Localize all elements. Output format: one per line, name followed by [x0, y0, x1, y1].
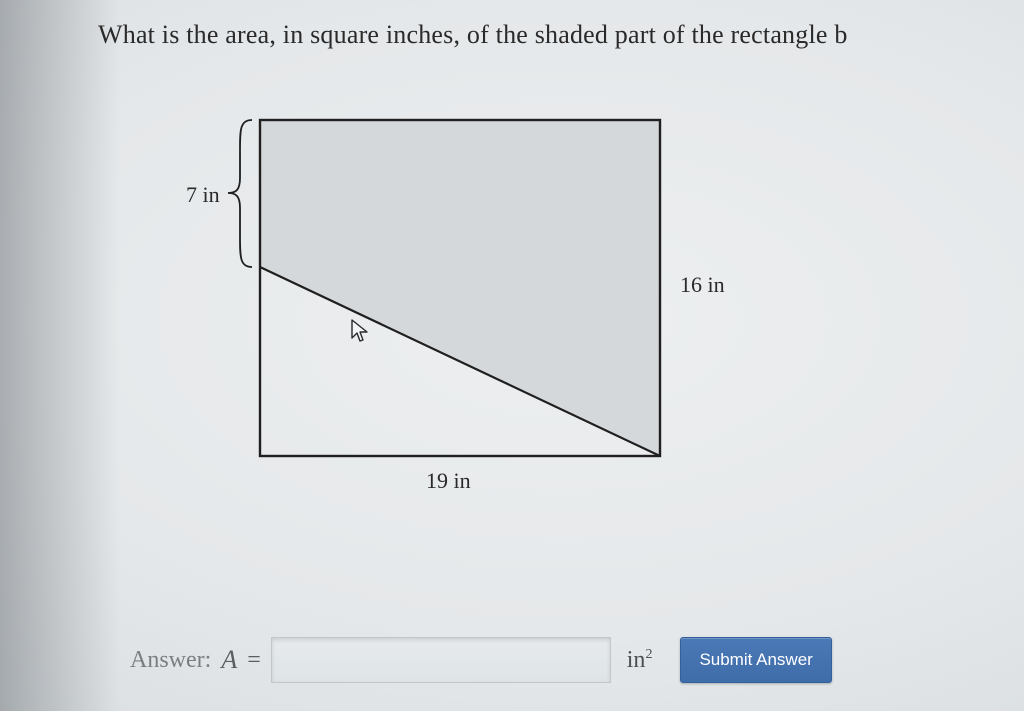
answer-label: Answer:	[130, 647, 211, 674]
label-19in: 19 in	[426, 468, 471, 494]
equals-sign: =	[247, 647, 261, 674]
answer-input[interactable]	[271, 637, 611, 683]
submit-answer-button[interactable]: Submit Answer	[680, 637, 831, 683]
figure-svg	[180, 100, 800, 520]
answer-variable: A	[221, 645, 237, 675]
shaded-region	[260, 120, 660, 456]
question-text: What is the area, in square inches, of t…	[98, 20, 1024, 50]
page-vignette	[0, 0, 120, 711]
label-7in: 7 in	[186, 182, 220, 208]
answer-row: Answer: A = in2 Submit Answer	[130, 637, 832, 683]
unit-exponent: 2	[645, 647, 652, 662]
brace-7in	[228, 120, 252, 267]
label-16in: 16 in	[680, 272, 725, 298]
unit-base: in	[627, 647, 646, 673]
unit-label: in2	[627, 647, 653, 674]
geometry-figure: 7 in 16 in 19 in	[180, 100, 800, 520]
